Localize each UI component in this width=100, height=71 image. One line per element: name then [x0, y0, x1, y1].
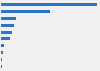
Bar — [1, 44, 4, 47]
Bar — [1, 24, 14, 27]
Bar — [1, 65, 2, 68]
Bar — [1, 31, 12, 34]
Bar — [1, 3, 97, 6]
Bar — [1, 17, 16, 20]
Bar — [1, 51, 3, 54]
Bar — [1, 37, 10, 40]
Bar — [1, 58, 2, 61]
Bar — [1, 10, 50, 13]
